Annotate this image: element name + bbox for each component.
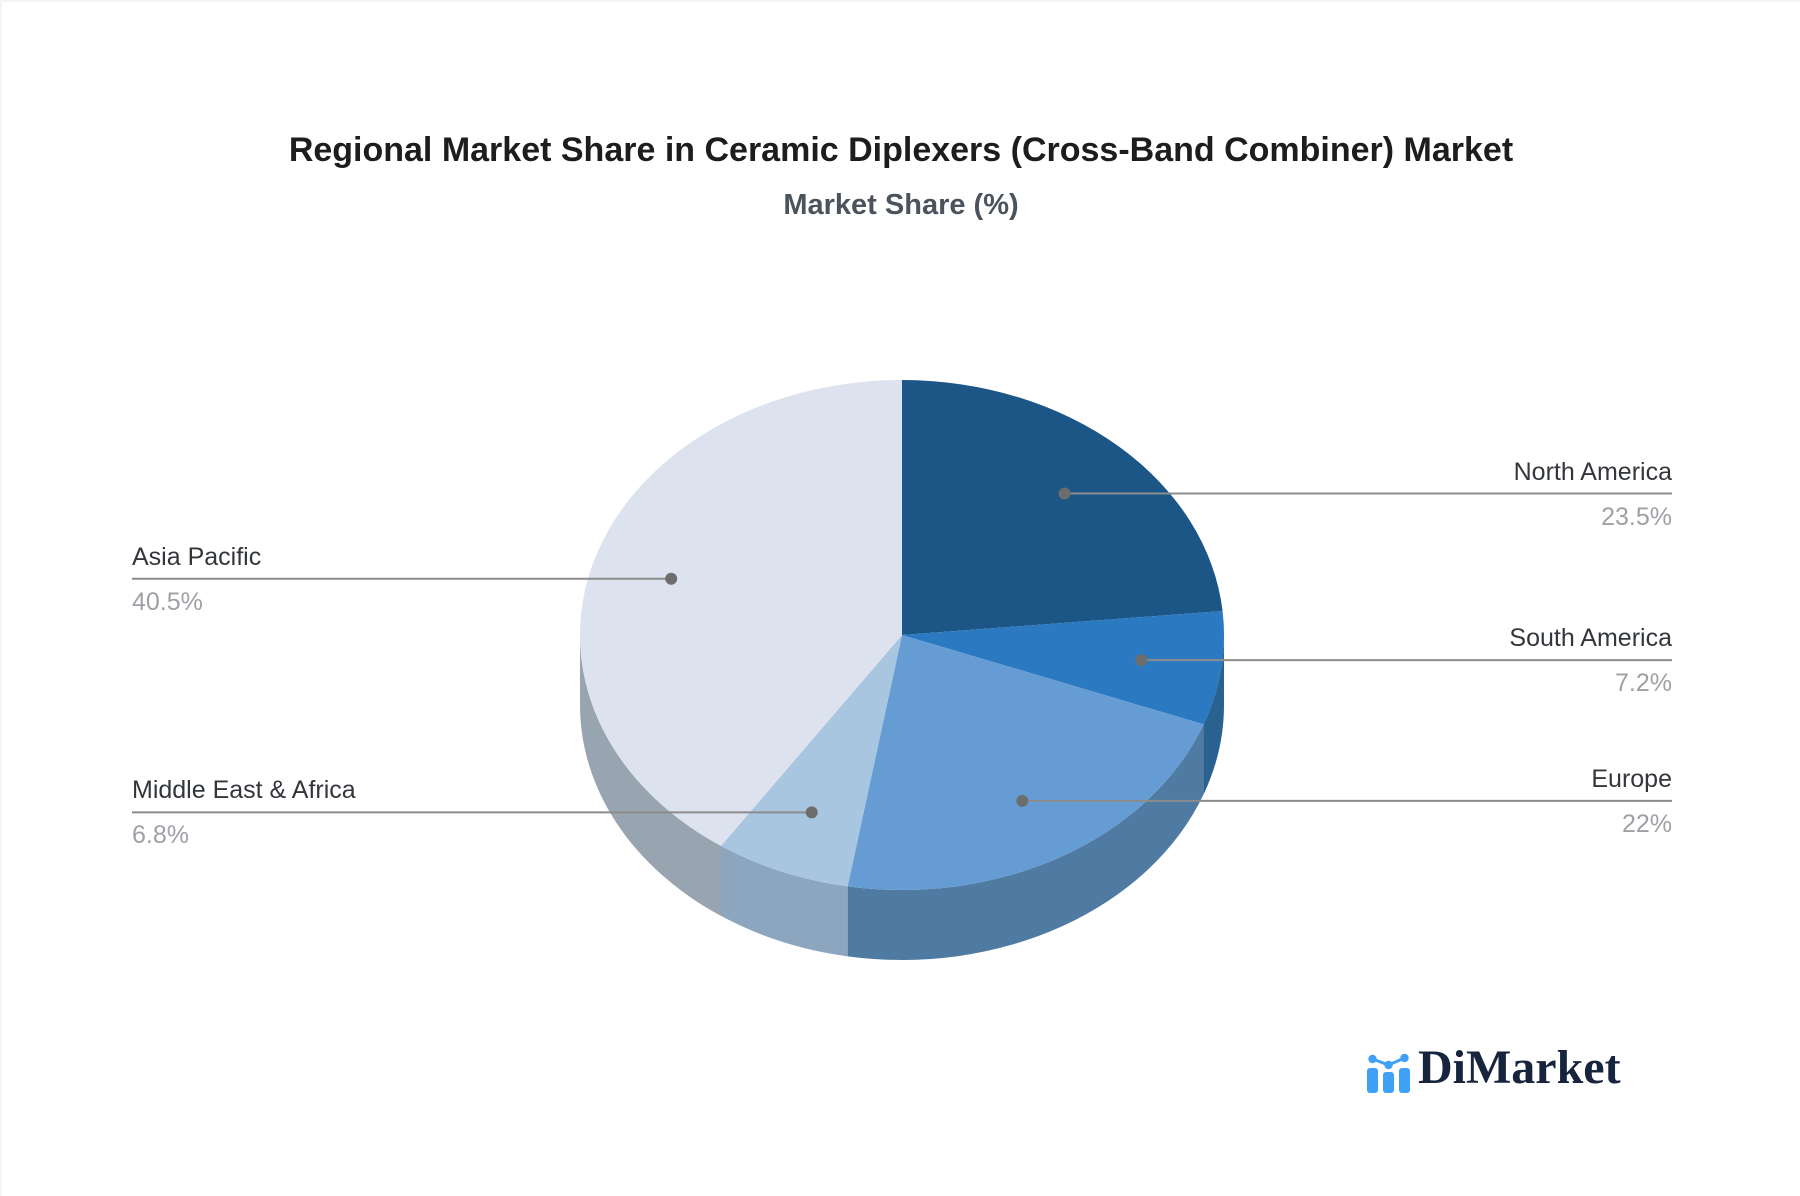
callout-middle-east-africa: Middle East & Africa 6.8% xyxy=(132,775,356,850)
pie-slice-europe xyxy=(847,635,1204,891)
leader-dot-north-america xyxy=(1058,487,1071,500)
leader-dot-middle-east-africa xyxy=(805,806,818,819)
pie-slice-asia-pacific xyxy=(579,380,902,846)
pie-slice-south-america xyxy=(902,611,1224,725)
pie-slice-side-south-america xyxy=(1203,635,1224,795)
pie-slice-side-asia-pacific xyxy=(580,635,722,916)
pie-slice-side-middle-east-africa xyxy=(721,845,848,957)
chart-subtitle: Market Share (%) xyxy=(783,189,1019,221)
bar-chart-trend-icon xyxy=(1367,1053,1410,1093)
slice-value-middle-east-africa: 6.8% xyxy=(132,821,189,849)
leader-dot-asia-pacific xyxy=(665,572,678,585)
callout-south-america: South America 7.2% xyxy=(1509,623,1672,698)
leader-dot-europe xyxy=(1016,794,1029,807)
callout-asia-pacific: Asia Pacific 40.5% xyxy=(132,542,261,617)
callout-europe: Europe 22% xyxy=(1591,764,1672,839)
slice-label-europe: Europe xyxy=(1591,765,1672,793)
slice-value-asia-pacific: 40.5% xyxy=(132,588,203,616)
slice-label-north-america: North America xyxy=(1513,458,1672,486)
callout-north-america: North America 23.5% xyxy=(1514,457,1672,532)
slice-value-north-america: 23.5% xyxy=(1601,503,1672,531)
leader-dot-south-america xyxy=(1135,654,1148,667)
slice-value-europe: 22% xyxy=(1621,810,1672,838)
slice-label-middle-east-africa: Middle East & Africa xyxy=(132,776,356,804)
slice-label-asia-pacific: Asia Pacific xyxy=(132,543,262,571)
slice-label-south-america: South America xyxy=(1509,624,1672,652)
pie-slice-side-europe xyxy=(847,724,1204,961)
slice-value-south-america: 7.2% xyxy=(1615,669,1672,697)
pie-slice-middle-east-africa xyxy=(721,635,902,887)
pie-slice-north-america xyxy=(902,380,1223,635)
brand-name: DiMarket xyxy=(1418,1041,1621,1094)
chart-title: Regional Market Share in Ceramic Diplexe… xyxy=(288,131,1514,169)
